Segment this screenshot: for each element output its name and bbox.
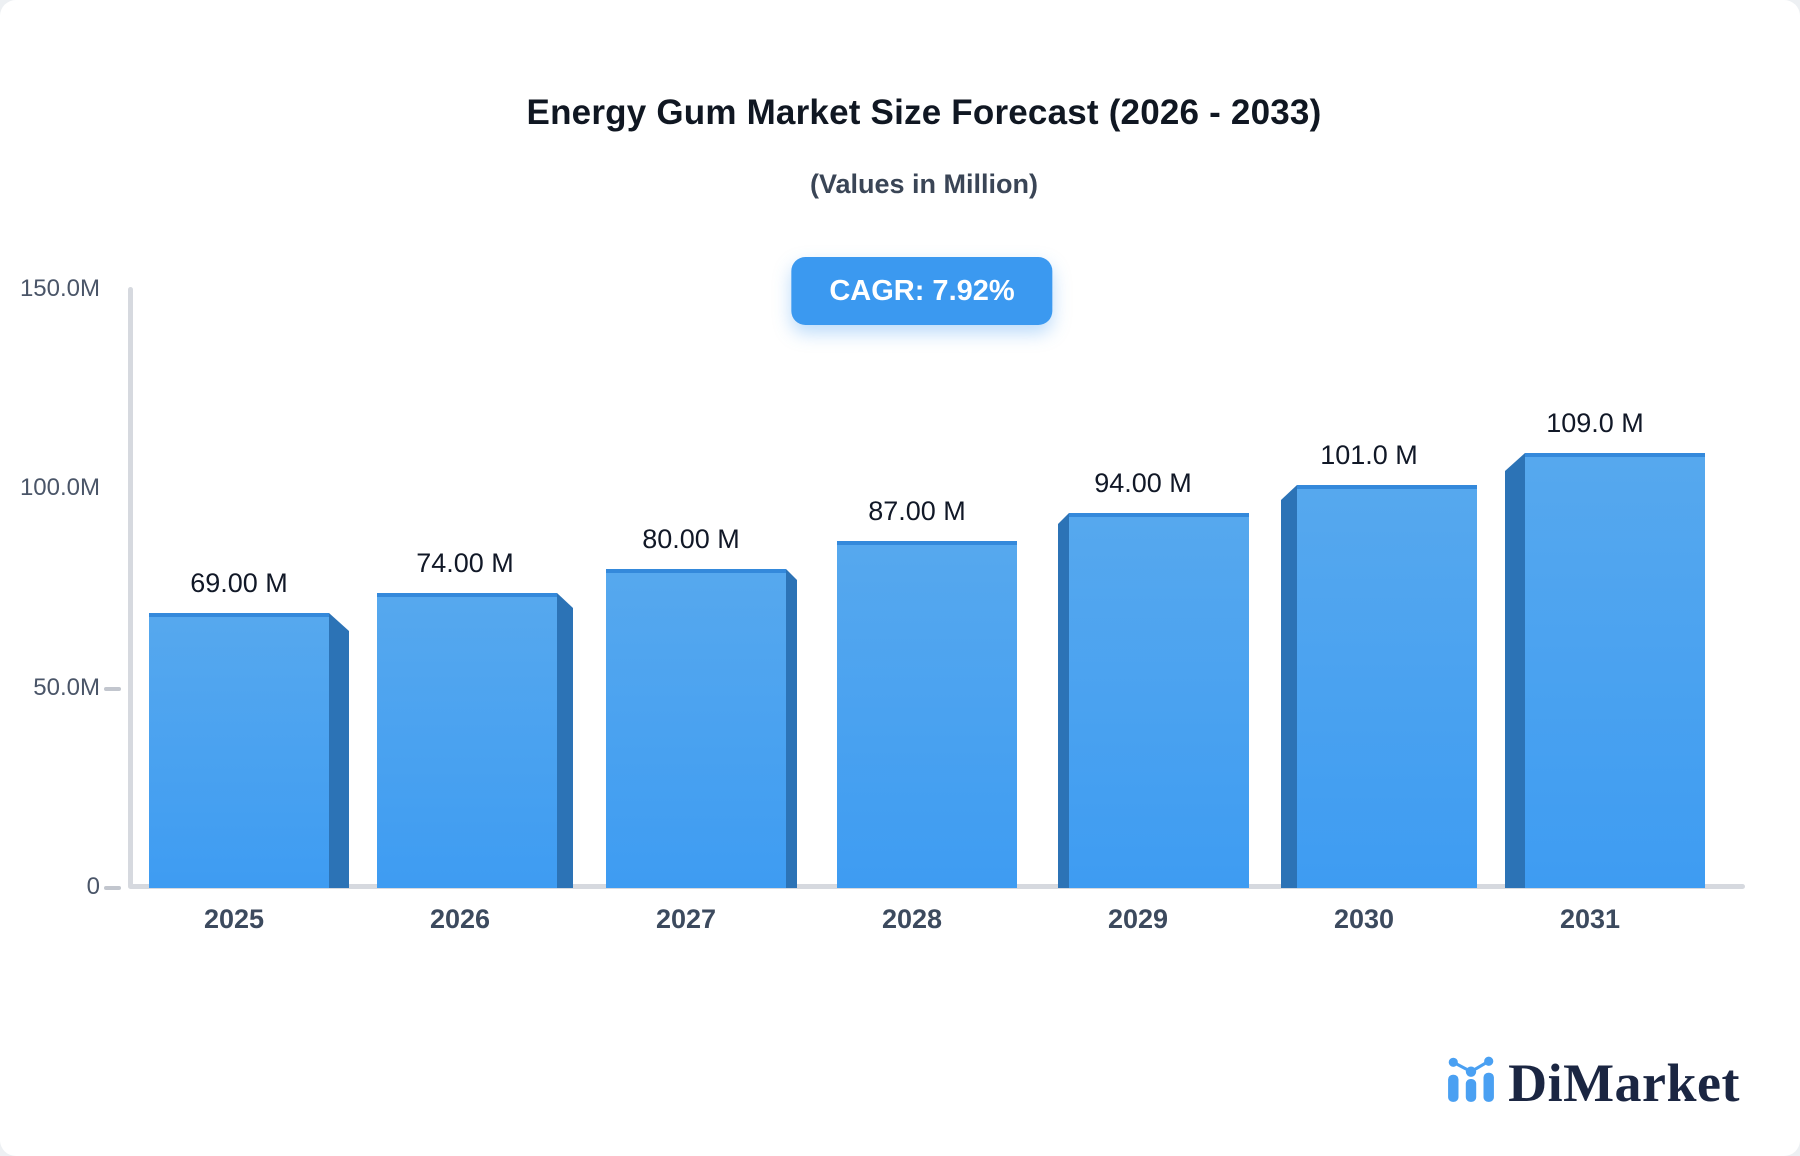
bar-3d-side (1505, 453, 1525, 888)
bar-value-label: 74.00 M (416, 548, 514, 578)
bar-value-label: 101.0 M (1320, 440, 1418, 470)
bar-face (606, 569, 786, 888)
bar-value-label: 80.00 M (642, 524, 740, 554)
bar-3d-side (329, 613, 349, 888)
bar-3d-side (1058, 513, 1069, 888)
bar-face (1069, 513, 1249, 888)
bar-face (837, 541, 1017, 888)
chart-title: Energy Gum Market Size Forecast (2026 - … (526, 93, 1322, 132)
y-axis-tick-label: 150.0M (19, 275, 100, 302)
bar-2025 (149, 613, 349, 888)
bar-face (1525, 453, 1705, 888)
bar-2029 (1058, 513, 1249, 888)
bar-value-label: 87.00 M (868, 496, 966, 526)
x-axis-label: 2027 (655, 904, 717, 934)
y-axis-line (128, 287, 133, 888)
bar-3d-side (557, 593, 573, 888)
logo-text: DiMarket (1508, 1053, 1740, 1113)
x-axis-label: 2030 (1333, 904, 1395, 934)
bar-face (149, 613, 329, 888)
bar-value-label: 69.00 M (190, 568, 288, 598)
cagr-badge: CAGR: 7.92% (791, 257, 1053, 325)
y-axis-tick-label: 50.0M (33, 673, 100, 701)
bar-3d-side (1281, 485, 1297, 888)
y-axis-tick-dash (104, 886, 121, 890)
bar-2030 (1281, 485, 1477, 888)
x-axis-label: 2028 (881, 904, 943, 934)
bar-value-label: 94.00 M (1094, 468, 1192, 498)
bar-face (1297, 485, 1477, 888)
bar-2027 (606, 569, 797, 888)
y-axis-tick-dash (104, 686, 121, 691)
bar-2031 (1505, 453, 1705, 888)
y-axis-tick-label: 100.0M (19, 474, 100, 502)
bar-face (377, 593, 557, 888)
bar-chart-logo-icon (1448, 1056, 1494, 1102)
x-axis-label: 2025 (203, 904, 265, 934)
x-axis-label: 2029 (1107, 904, 1169, 934)
x-axis-label: 2026 (429, 904, 491, 934)
bar-3d-side (786, 569, 797, 888)
dimarket-logo: DiMarket (1446, 1055, 1740, 1110)
chart-subtitle: (Values in Million) (809, 169, 1039, 199)
bar-2028 (837, 541, 1017, 888)
y-axis-tick-label: 0 (86, 873, 100, 900)
x-axis-label: 2031 (1559, 904, 1621, 934)
bar-2026 (377, 593, 573, 888)
bar-value-label: 109.0 M (1546, 408, 1644, 438)
